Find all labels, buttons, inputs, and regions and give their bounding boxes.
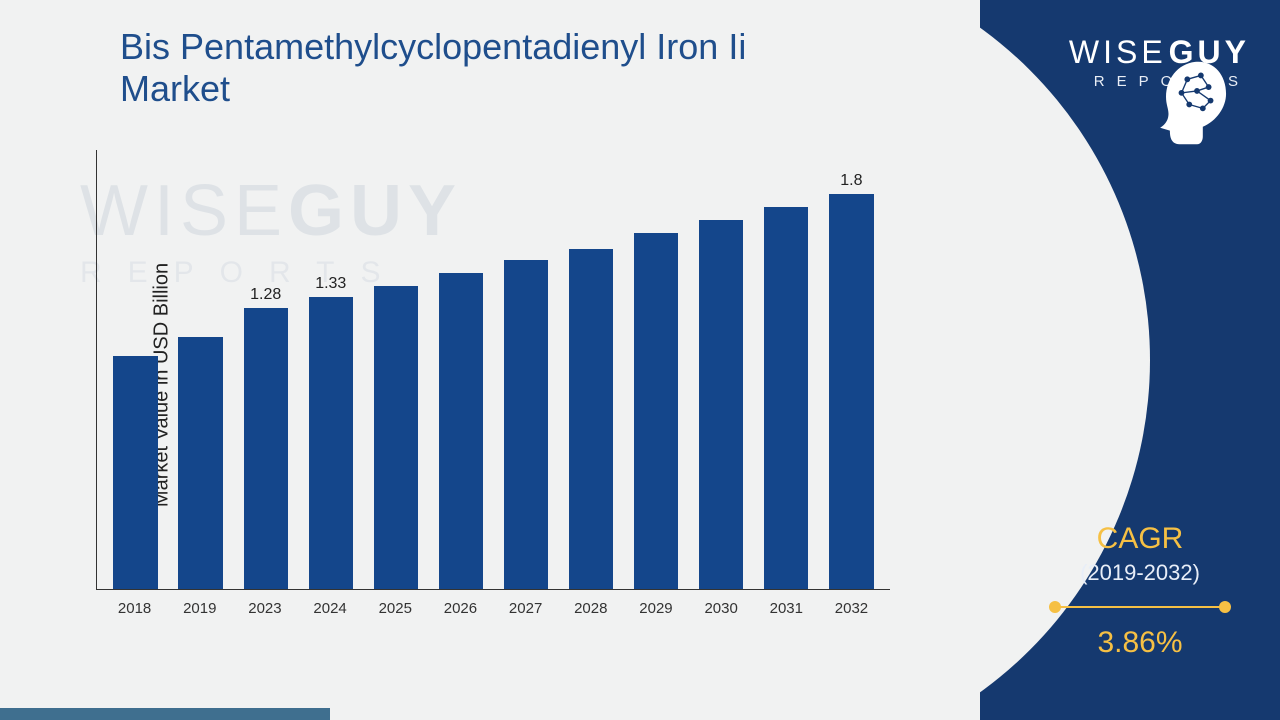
head-icon	[1158, 58, 1236, 150]
bar-value-label: 1.8	[840, 172, 862, 190]
logo-text-1: WISE	[1069, 34, 1167, 70]
bar	[178, 337, 222, 589]
bar-wrap: 1.8	[819, 150, 884, 589]
bar	[764, 207, 808, 589]
cagr-block: CAGR (2019-2032) 3.86%	[1000, 522, 1280, 660]
x-tick-label: 2032	[819, 594, 884, 620]
bar	[634, 233, 678, 589]
bar	[829, 194, 873, 589]
bar	[439, 273, 483, 589]
bar-wrap	[428, 150, 493, 589]
infographic-stage: WISEGUY REPORTS Bis Pentamethylcyclopent…	[0, 0, 1280, 720]
bar-chart: Market Value in USD Billion 1.281.331.8 …	[70, 150, 890, 620]
footer-accent-bar	[0, 708, 330, 720]
bar-wrap: 1.28	[233, 150, 298, 589]
x-tick-label: 2019	[167, 594, 232, 620]
bar-wrap	[103, 150, 168, 589]
bar	[569, 249, 613, 589]
bar-value-label: 1.28	[250, 286, 281, 304]
bars-container: 1.28 1.33 1.8	[97, 150, 890, 589]
cagr-divider	[1055, 606, 1225, 608]
cagr-value: 3.86%	[1000, 626, 1280, 660]
bar	[113, 356, 157, 589]
bar-wrap	[754, 150, 819, 589]
bar	[374, 286, 418, 589]
bar	[699, 220, 743, 589]
cagr-range: (2019-2032)	[1000, 560, 1280, 586]
bar-value-label: 1.33	[315, 275, 346, 293]
bar-wrap: 1.33	[298, 150, 363, 589]
x-tick-label: 2029	[623, 594, 688, 620]
plot-area: 1.28 1.33 1.8	[96, 150, 890, 590]
page-title: Bis Pentamethylcyclopentadienyl Iron Ii …	[120, 26, 760, 111]
bar	[244, 308, 288, 589]
bar-wrap	[689, 150, 754, 589]
x-tick-label: 2027	[493, 594, 558, 620]
x-tick-label: 2023	[232, 594, 297, 620]
bar	[504, 260, 548, 589]
x-tick-label: 2026	[428, 594, 493, 620]
x-tick-label: 2028	[558, 594, 623, 620]
x-tick-label: 2018	[102, 594, 167, 620]
x-tick-label: 2025	[363, 594, 428, 620]
bar-wrap	[624, 150, 689, 589]
bar-wrap	[493, 150, 558, 589]
bar-wrap	[559, 150, 624, 589]
bar	[309, 297, 353, 589]
bar-wrap	[168, 150, 233, 589]
x-tick-label: 2031	[754, 594, 819, 620]
x-tick-label: 2024	[298, 594, 363, 620]
brand-logo: WISEGUY REPORTS	[1000, 34, 1250, 90]
cagr-title: CAGR	[1000, 522, 1280, 556]
bar-wrap	[363, 150, 428, 589]
x-axis-labels: 2018201920232024202520262027202820292030…	[96, 594, 890, 620]
x-tick-label: 2030	[689, 594, 754, 620]
